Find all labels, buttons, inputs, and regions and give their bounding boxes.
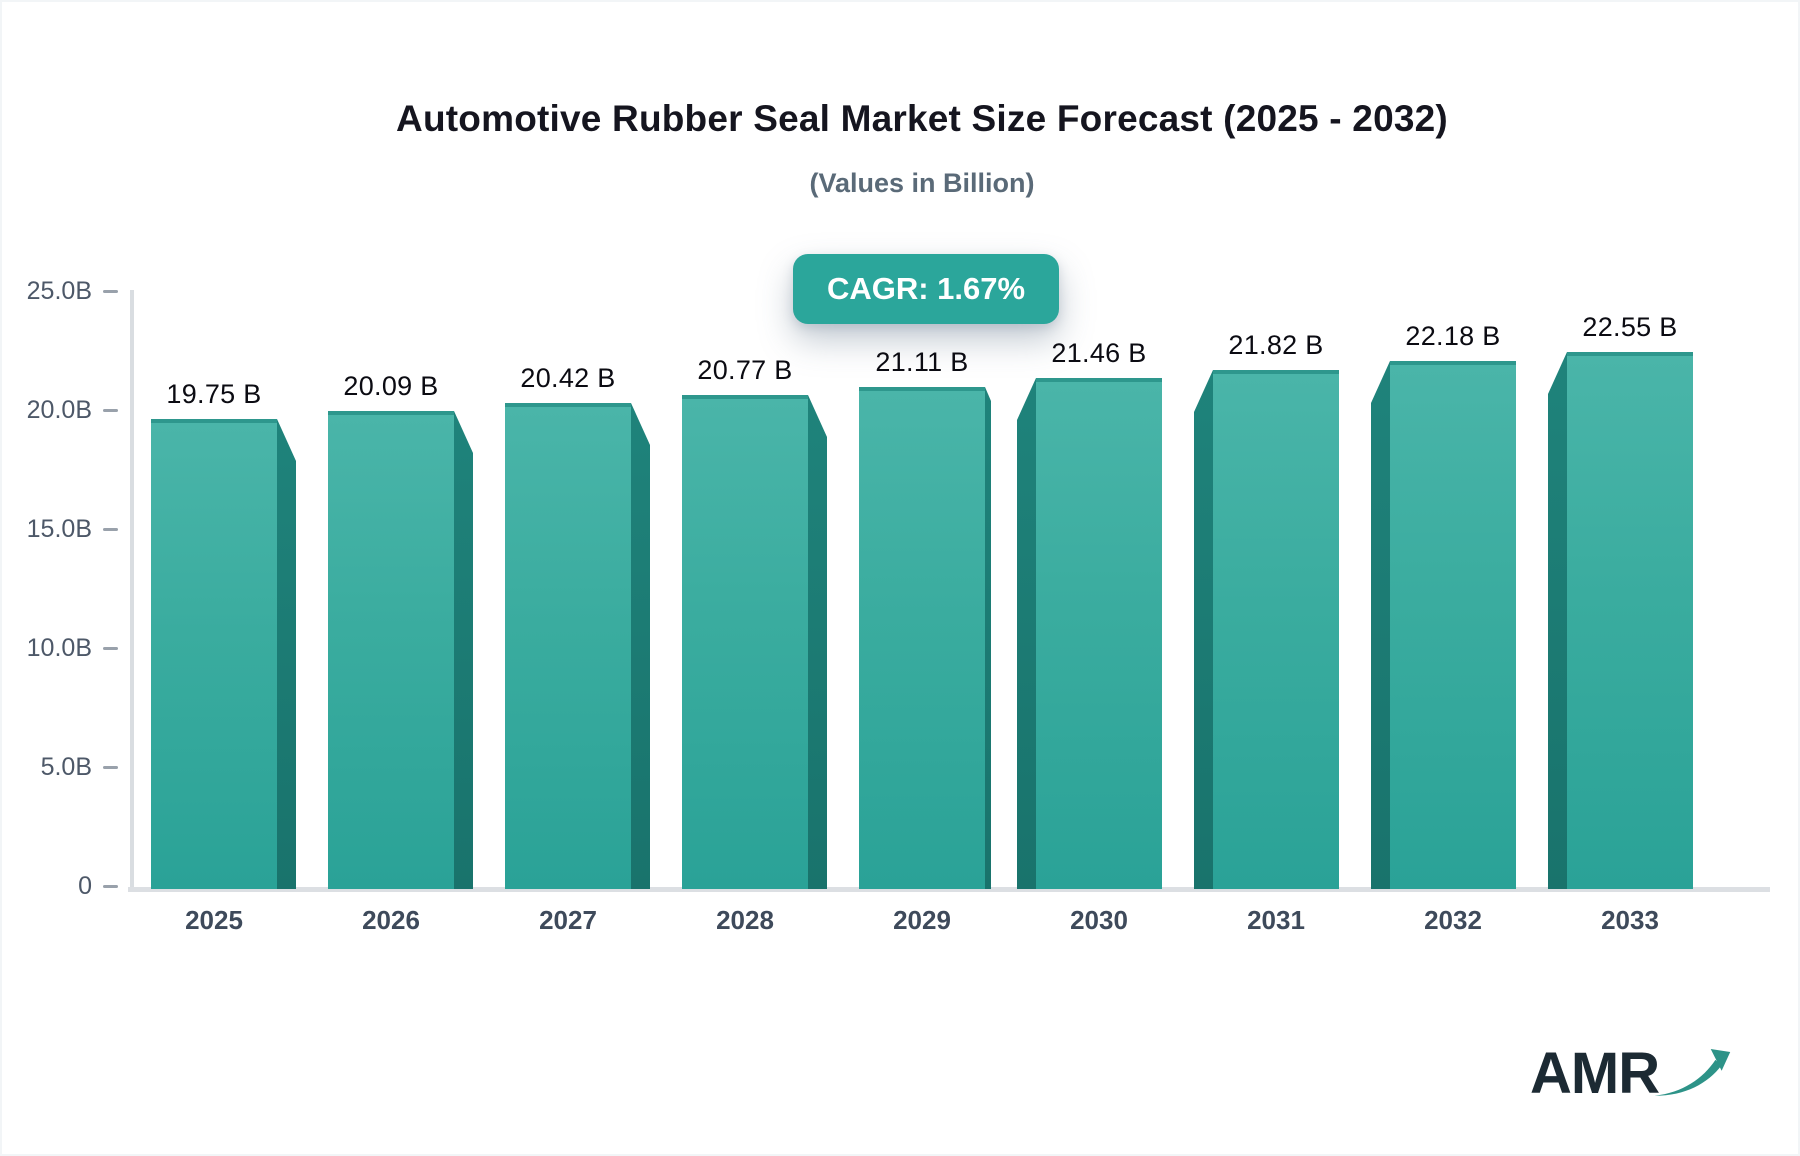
bar (151, 419, 277, 889)
y-tick-mark (103, 885, 118, 888)
y-tick-label: 0 (78, 872, 92, 900)
x-tick-label: 2026 (362, 905, 420, 935)
x-tick-label: 2032 (1424, 905, 1482, 935)
chart-title: Automotive Rubber Seal Market Size Forec… (396, 98, 1448, 139)
bar-value-label: 20.09 B (343, 371, 439, 401)
y-tick-mark (103, 647, 118, 650)
bar (859, 387, 985, 889)
bar-side-face (631, 403, 650, 889)
trend-arrow-icon (1654, 1048, 1731, 1096)
bar (682, 395, 808, 889)
bar (1390, 361, 1516, 889)
y-tick-label: 5.0B (40, 753, 92, 781)
bar-value-label: 19.75 B (166, 379, 262, 409)
x-tick-label: 2028 (716, 905, 774, 935)
bar-value-label: 21.11 B (875, 347, 969, 377)
bar-side-face (277, 419, 296, 889)
bar (1567, 352, 1693, 889)
bar-value-label: 20.77 B (697, 355, 793, 385)
cagr-badge: CAGR: 1.67% (793, 254, 1059, 324)
y-axis-line (130, 290, 134, 891)
bar (328, 411, 454, 889)
bar-side-face (1371, 361, 1390, 889)
y-tick-label: 10.0B (26, 634, 92, 662)
x-tick-label: 2027 (539, 905, 597, 935)
bar-value-label: 22.18 B (1405, 321, 1501, 351)
brand-logo-text: AMR (1530, 1041, 1660, 1106)
bar-side-face (985, 387, 991, 889)
x-tick-label: 2029 (893, 905, 951, 935)
bar (1036, 378, 1162, 889)
x-tick-label: 2031 (1247, 905, 1305, 935)
bar (505, 403, 631, 889)
chart-subtitle: (Values in Billion) (809, 168, 1035, 198)
x-tick-label: 2030 (1070, 905, 1128, 935)
x-tick-label: 2025 (185, 905, 243, 935)
x-tick-label: 2033 (1601, 905, 1659, 935)
y-tick-label: 25.0B (26, 277, 92, 305)
bar-side-face (1194, 370, 1213, 889)
x-axis-line (128, 887, 1770, 892)
bar-value-label: 22.55 B (1582, 312, 1678, 342)
brand-logo: AMR (1530, 1034, 1750, 1114)
y-tick-label: 15.0B (26, 515, 92, 543)
y-tick-label: 20.0B (26, 396, 92, 424)
y-tick-mark (103, 290, 118, 293)
bar-side-face (1548, 352, 1567, 889)
y-tick-mark (103, 409, 118, 412)
bar-value-label: 21.46 B (1051, 338, 1147, 368)
bar-side-face (808, 395, 827, 889)
bar-side-face (1017, 378, 1036, 889)
bar (1213, 370, 1339, 889)
bar-value-label: 21.82 B (1228, 330, 1324, 360)
bar-side-face (454, 411, 473, 889)
y-tick-mark (103, 528, 118, 531)
y-tick-mark (103, 766, 118, 769)
bar-value-label: 20.42 B (520, 363, 616, 393)
